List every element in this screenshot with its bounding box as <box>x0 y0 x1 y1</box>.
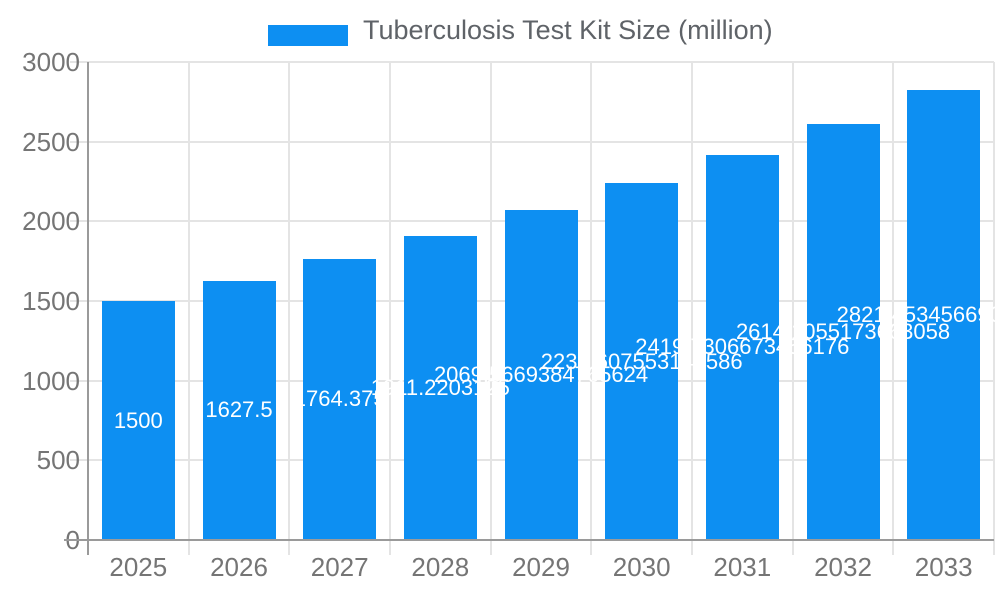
x-axis-line <box>64 539 994 541</box>
y-tick-label: 1500 <box>22 286 80 316</box>
y-tick-label: 500 <box>36 445 80 476</box>
x-tick-label: 2030 <box>612 552 671 582</box>
x-tick-label: 2026 <box>210 552 268 582</box>
bar-2029[interactable] <box>504 210 578 540</box>
bar-value-label: 2419.7306673456176 <box>635 334 850 360</box>
bar-value-label: 2238.607553140586 <box>540 348 743 374</box>
bar-value-label: 2821.4534566901758 <box>836 302 1000 328</box>
vertical-gridline <box>590 62 593 555</box>
vertical-gridline <box>187 62 190 555</box>
bar-value-label: 2069.5669384765624 <box>433 362 649 388</box>
legend-color-swatch <box>268 25 348 46</box>
x-tick-label: 2025 <box>109 552 168 582</box>
x-tick-label: 2032 <box>814 552 872 582</box>
x-tick-label: 2031 <box>713 552 772 582</box>
legend-label: Tuberculosis Test Kit Size (million) <box>363 15 773 45</box>
bar-2027[interactable] <box>303 258 377 540</box>
bar-2031[interactable] <box>705 154 779 540</box>
bar-2025[interactable] <box>101 301 175 540</box>
x-tick-label: 2028 <box>411 552 470 582</box>
bar-2026[interactable] <box>202 280 276 540</box>
y-tick-label: 2000 <box>22 206 80 237</box>
bar-2030[interactable] <box>605 183 679 540</box>
x-tick-label: 2033 <box>914 552 973 582</box>
vertical-gridline <box>691 62 693 555</box>
y-axis-line <box>87 62 89 555</box>
bar-value-label: 1911.2203125 <box>370 374 510 400</box>
bar-2033[interactable] <box>907 90 981 540</box>
y-tick-label: 2500 <box>22 126 80 157</box>
vertical-gridline <box>489 62 492 555</box>
x-tick-label: 2029 <box>512 552 570 582</box>
vertical-gridline <box>389 62 391 555</box>
vertical-gridline <box>993 62 995 555</box>
bar-value-label: 1627.5 <box>205 397 273 423</box>
horizontal-gridline <box>70 140 994 143</box>
vertical-gridline <box>791 62 794 555</box>
vertical-gridline <box>892 62 895 555</box>
bar-value-label: 2614.1055173663058 <box>735 318 951 344</box>
vertical-gridline <box>288 62 291 555</box>
y-tick-label: 3000 <box>22 47 80 77</box>
bar-value-label: 1764.375 <box>293 386 386 412</box>
bar-value-label: 1500 <box>113 407 163 433</box>
horizontal-gridline <box>70 61 994 63</box>
bar-2028[interactable] <box>403 235 477 540</box>
bar-2032[interactable] <box>806 123 880 540</box>
y-tick-label: 1000 <box>22 365 80 396</box>
x-tick-label: 2027 <box>310 552 369 582</box>
